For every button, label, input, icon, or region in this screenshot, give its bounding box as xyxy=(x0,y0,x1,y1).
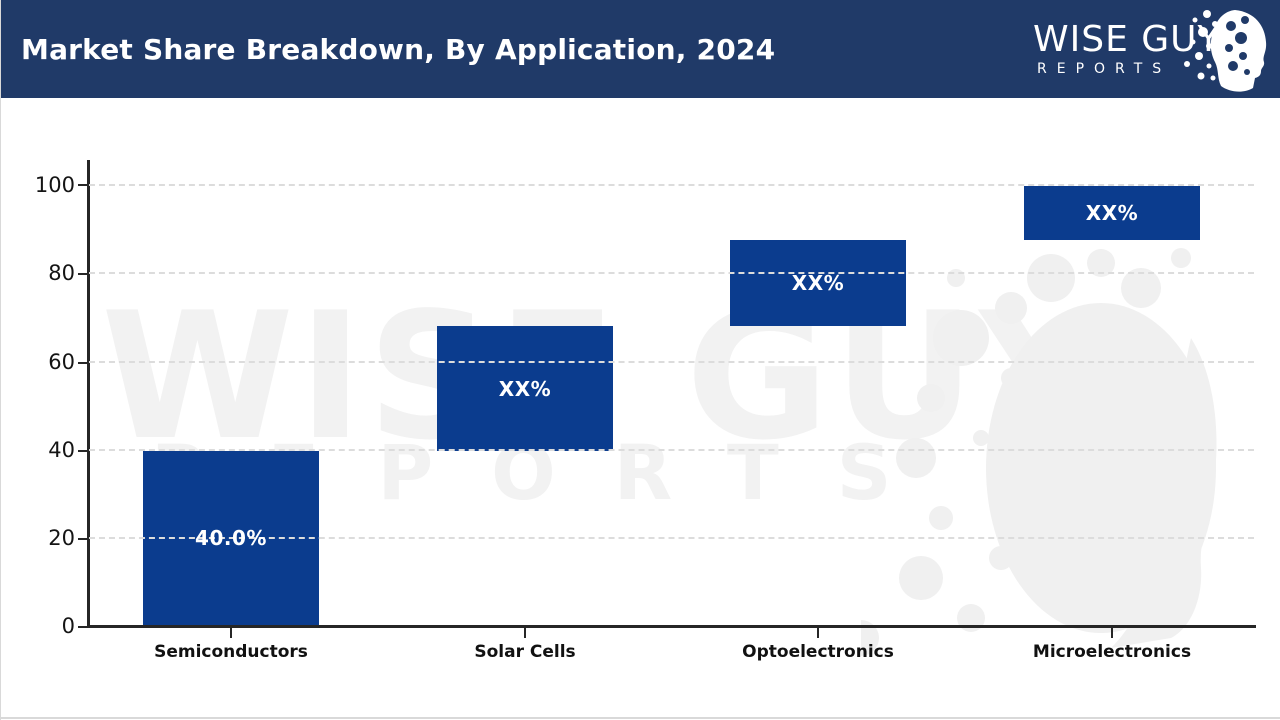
bar-value-label: XX% xyxy=(498,376,552,401)
header-bar: Market Share Breakdown, By Application, … xyxy=(1,0,1280,98)
logo-subtitle: REPORTS xyxy=(1037,61,1172,77)
y-tick-mark xyxy=(78,626,87,628)
watermark-face-icon xyxy=(861,248,1217,656)
y-tick-mark xyxy=(78,450,87,452)
y-tick-label: 80 xyxy=(48,261,75,285)
category-label-optoelectronics: Optoelectronics xyxy=(742,642,894,662)
y-tick-mark xyxy=(78,184,87,186)
gridline-80 xyxy=(89,272,1254,274)
gridline-40 xyxy=(89,449,1254,451)
gridline-20 xyxy=(89,537,1254,539)
bar-solar-cells xyxy=(437,326,613,451)
x-tick-mark xyxy=(524,628,526,638)
bar-value-label: 40.0% xyxy=(195,526,267,550)
logo-text: WISE GUY REPORTS xyxy=(1033,22,1221,78)
chart-plot-area: WISE GUY REPORTS 100 80 60 40 20 0 xyxy=(1,98,1280,720)
x-axis-line xyxy=(87,625,1256,628)
y-tick-label: 20 xyxy=(48,526,75,550)
logo-face-icon xyxy=(1184,10,1267,92)
gridline-100 xyxy=(89,184,1254,186)
x-tick-mark xyxy=(817,628,819,638)
bar-microelectronics xyxy=(1024,186,1200,240)
y-tick-mark xyxy=(78,273,87,275)
y-tick-label: 40 xyxy=(48,438,75,462)
y-tick-mark xyxy=(78,538,87,540)
page-title: Market Share Breakdown, By Application, … xyxy=(21,32,776,66)
y-tick-mark xyxy=(78,362,87,364)
category-label-semiconductors: Semiconductors xyxy=(154,642,308,662)
y-tick-label: 100 xyxy=(34,173,75,197)
wise-guy-logo: WISE GUY REPORTS xyxy=(1003,4,1273,94)
bar-optoelectronics xyxy=(730,240,906,326)
category-label-microelectronics: Microelectronics xyxy=(1032,642,1192,662)
bar-value-label: XX% xyxy=(791,271,845,295)
logo-wordmark: WISE GUY xyxy=(1033,19,1221,60)
y-axis-spine xyxy=(87,160,90,626)
y-tick-label: 0 xyxy=(61,614,75,638)
x-tick-mark xyxy=(1111,628,1113,638)
x-tick-mark xyxy=(230,628,232,638)
category-label-solar-cells: Solar Cells xyxy=(474,642,576,662)
gridline-60 xyxy=(89,361,1254,363)
y-tick-label: 60 xyxy=(48,350,75,374)
bottom-divider xyxy=(1,717,1280,719)
bar-value-label: XX% xyxy=(1085,201,1139,225)
